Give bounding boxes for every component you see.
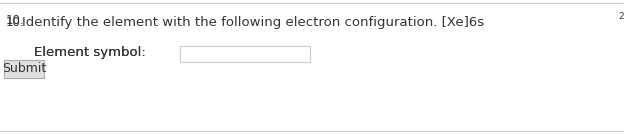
Text: 10.: 10. [6, 14, 24, 27]
Text: Identify the element with the following electron configuration. [Xe]6s: Identify the element with the following … [22, 16, 484, 29]
Text: Element symbol:: Element symbol: [34, 46, 146, 59]
Text: Submit: Submit [2, 62, 46, 75]
Text: Element symbol:: Element symbol: [34, 46, 146, 59]
Text: 10.: 10. [6, 16, 24, 29]
Text: 2: 2 [618, 12, 624, 21]
Bar [4, 60, 44, 78]
Bar [180, 46, 310, 62]
